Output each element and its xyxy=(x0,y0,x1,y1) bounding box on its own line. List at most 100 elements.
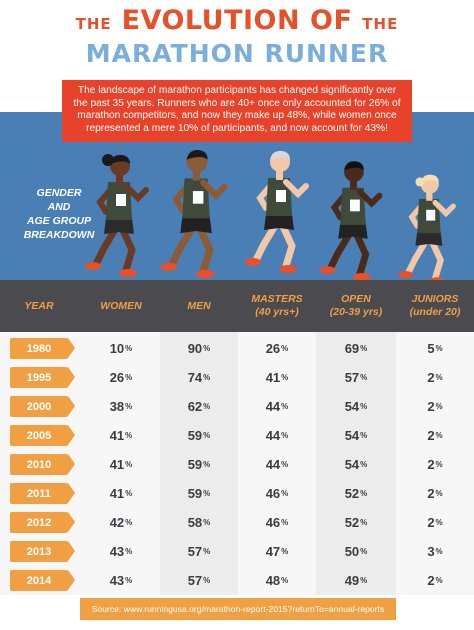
cell-value: 90 xyxy=(187,341,203,356)
table-row: 1995 26% 74% 41% 57% 2% xyxy=(0,363,474,392)
cell-value: 26 xyxy=(265,341,281,356)
cell-juniors: 2% xyxy=(396,392,474,421)
percent-sign: % xyxy=(203,547,211,556)
breakdown-label: GENDER AND AGE GROUP BREAKDOWN xyxy=(23,187,95,241)
percent-sign: % xyxy=(125,460,133,469)
year-label: 2011 xyxy=(10,483,75,504)
column-shade xyxy=(316,332,396,595)
cell-value: 57 xyxy=(344,370,360,385)
cell-value: 50 xyxy=(344,544,360,559)
percent-sign: % xyxy=(360,518,368,527)
cell-value: 74 xyxy=(187,370,203,385)
cell-value: 2 xyxy=(427,428,435,443)
year-label: 1995 xyxy=(10,367,75,388)
cell-masters: 48% xyxy=(238,566,316,595)
cell-value: 43 xyxy=(109,544,125,559)
cell-masters: 46% xyxy=(238,479,316,508)
col-header-men: MEN xyxy=(187,299,211,312)
cell-juniors: 2% xyxy=(396,479,474,508)
cell-masters: 44% xyxy=(238,450,316,479)
cell-men: 57% xyxy=(160,537,238,566)
percent-sign: % xyxy=(203,460,211,469)
percent-sign: % xyxy=(435,344,443,353)
cell-value: 2 xyxy=(427,457,435,472)
col-header-masters: MASTERS (40 yrs+) xyxy=(251,293,303,318)
percent-sign: % xyxy=(435,431,443,440)
cell-value: 41 xyxy=(109,486,125,501)
percent-sign: % xyxy=(203,344,211,353)
cell-value: 52 xyxy=(344,486,360,501)
cell-value: 46 xyxy=(265,515,281,530)
cell-women: 10% xyxy=(82,334,160,363)
cell-value: 49 xyxy=(344,573,360,588)
runner-figure xyxy=(319,161,383,280)
cell-juniors: 2% xyxy=(396,421,474,450)
cell-value: 38 xyxy=(109,399,125,414)
percent-sign: % xyxy=(203,518,211,527)
cell-juniors: 3% xyxy=(396,537,474,566)
percent-sign: % xyxy=(281,373,289,382)
table-row: 2012 42% 58% 46% 52% 2% xyxy=(0,508,474,537)
cell-value: 2 xyxy=(427,370,435,385)
cell-value: 59 xyxy=(187,428,203,443)
percent-sign: % xyxy=(360,431,368,440)
table-row: 1980 10% 90% 26% 69% 5% xyxy=(0,334,474,363)
percent-sign: % xyxy=(435,547,443,556)
percent-sign: % xyxy=(360,460,368,469)
percent-sign: % xyxy=(360,547,368,556)
year-label: 2005 xyxy=(10,425,75,446)
table-row: 2010 41% 59% 44% 54% 2% xyxy=(0,450,474,479)
cell-value: 48 xyxy=(265,573,281,588)
year-label: 2010 xyxy=(10,454,75,475)
percent-sign: % xyxy=(360,489,368,498)
cell-women: 41% xyxy=(82,421,160,450)
cell-men: 59% xyxy=(160,421,238,450)
percent-sign: % xyxy=(203,402,211,411)
cell-value: 2 xyxy=(427,399,435,414)
cell-juniors: 2% xyxy=(396,450,474,479)
percent-sign: % xyxy=(360,576,368,585)
cell-masters: 26% xyxy=(238,334,316,363)
percent-sign: % xyxy=(125,576,133,585)
cell-open: 52% xyxy=(316,479,396,508)
cell-value: 2 xyxy=(427,515,435,530)
percent-sign: % xyxy=(435,518,443,527)
percent-sign: % xyxy=(281,344,289,353)
cell-value: 59 xyxy=(187,486,203,501)
title-line2: MARATHON RUNNER xyxy=(85,39,389,68)
runner-figure xyxy=(245,150,309,273)
percent-sign: % xyxy=(281,518,289,527)
year-label: 1980 xyxy=(10,338,75,359)
cell-juniors: 2% xyxy=(396,508,474,537)
percent-sign: % xyxy=(125,518,133,527)
cell-value: 54 xyxy=(344,399,360,414)
percent-sign: % xyxy=(281,576,289,585)
percent-sign: % xyxy=(435,373,443,382)
table-row: 2005 41% 59% 44% 54% 2% xyxy=(0,421,474,450)
cell-women: 41% xyxy=(82,479,160,508)
percent-sign: % xyxy=(203,431,211,440)
table-row: 2014 43% 57% 48% 49% 2% xyxy=(0,566,474,595)
percent-sign: % xyxy=(281,460,289,469)
cell-value: 41 xyxy=(109,457,125,472)
cell-masters: 41% xyxy=(238,363,316,392)
percent-sign: % xyxy=(125,373,133,382)
cell-value: 44 xyxy=(265,428,281,443)
runner-figure xyxy=(398,174,456,280)
cell-value: 3 xyxy=(427,544,435,559)
percent-sign: % xyxy=(435,460,443,469)
percent-sign: % xyxy=(125,547,133,556)
percent-sign: % xyxy=(435,576,443,585)
cell-value: 58 xyxy=(187,515,203,530)
cell-men: 59% xyxy=(160,479,238,508)
percent-sign: % xyxy=(360,344,368,353)
year-label: 2014 xyxy=(10,570,75,591)
cell-men: 62% xyxy=(160,392,238,421)
percent-sign: % xyxy=(125,431,133,440)
cell-open: 54% xyxy=(316,450,396,479)
cell-value: 10 xyxy=(109,341,125,356)
col-header-year: YEAR xyxy=(24,299,54,312)
percent-sign: % xyxy=(203,489,211,498)
cell-open: 57% xyxy=(316,363,396,392)
percent-sign: % xyxy=(281,489,289,498)
